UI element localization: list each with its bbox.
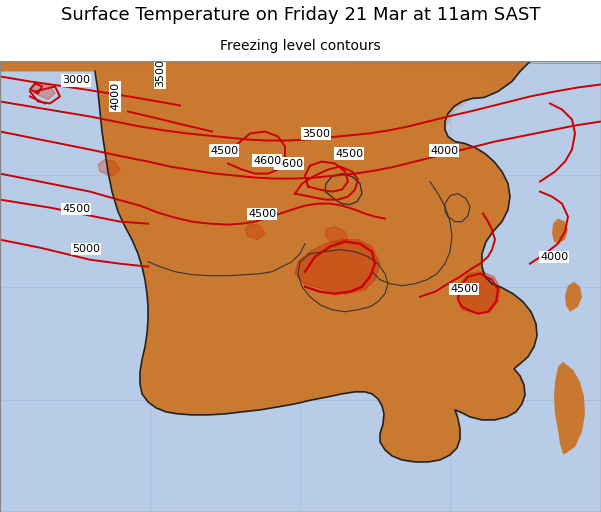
Polygon shape xyxy=(295,240,380,294)
Text: 4500: 4500 xyxy=(450,284,478,294)
Text: 4500: 4500 xyxy=(335,148,363,159)
Text: 5000: 5000 xyxy=(72,244,100,253)
Polygon shape xyxy=(552,219,568,244)
Text: 4500: 4500 xyxy=(62,204,90,214)
Polygon shape xyxy=(98,160,120,177)
Polygon shape xyxy=(0,61,537,462)
Polygon shape xyxy=(554,362,585,454)
Polygon shape xyxy=(32,83,55,99)
Polygon shape xyxy=(457,272,500,314)
Text: Surface Temperature on Friday 21 Mar at 11am SAST: Surface Temperature on Friday 21 Mar at … xyxy=(61,6,540,25)
Text: 4000: 4000 xyxy=(110,82,120,111)
Polygon shape xyxy=(245,224,265,240)
Polygon shape xyxy=(95,61,537,462)
Text: 4000: 4000 xyxy=(430,145,458,156)
Text: Freezing level contours: Freezing level contours xyxy=(220,39,381,53)
Text: 4000: 4000 xyxy=(540,252,568,262)
Text: 4600: 4600 xyxy=(275,159,303,168)
Polygon shape xyxy=(325,227,348,244)
Text: 3500: 3500 xyxy=(155,59,165,88)
Polygon shape xyxy=(565,282,582,312)
Text: 3000: 3000 xyxy=(62,75,90,86)
Text: 4500: 4500 xyxy=(248,208,276,219)
Text: 4500: 4500 xyxy=(210,145,238,156)
Text: 4600: 4600 xyxy=(253,156,281,165)
Text: 3500: 3500 xyxy=(302,129,330,139)
